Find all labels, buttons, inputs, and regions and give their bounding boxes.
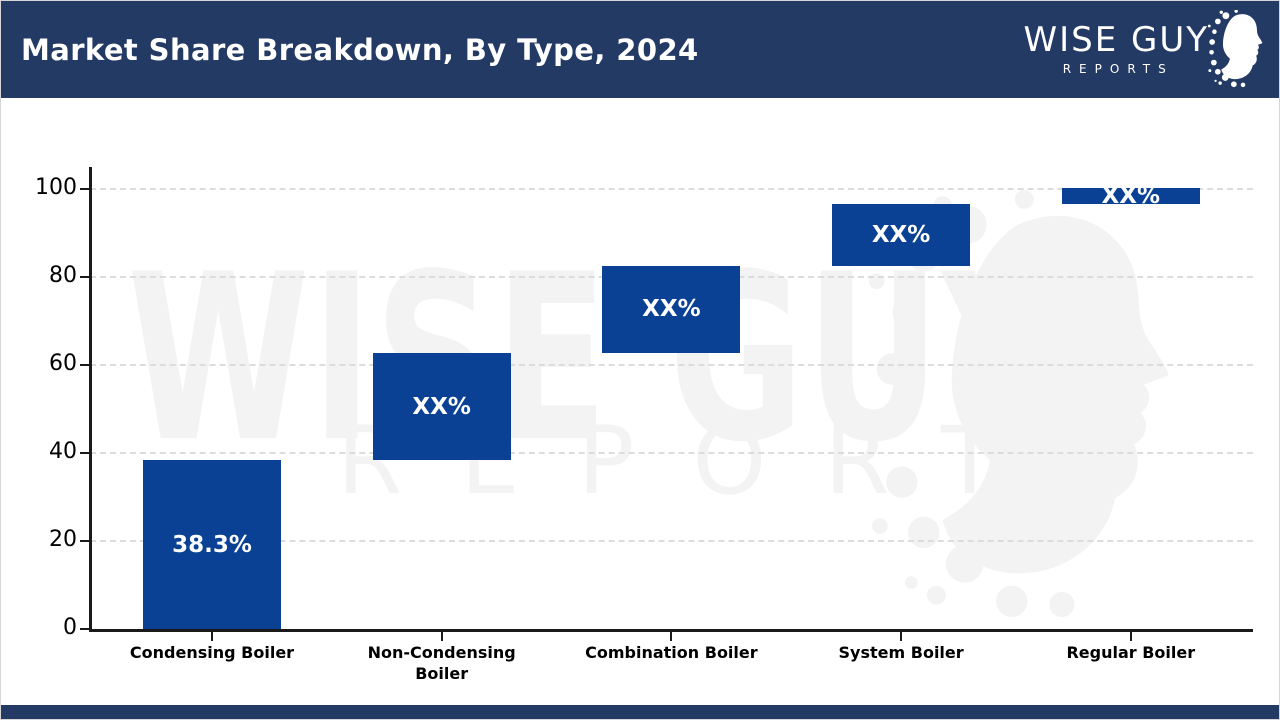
y-tickmark-80 (80, 276, 89, 278)
y-tick-label-60: 60 (49, 351, 77, 376)
bar-value-label-condensing-boiler: 38.3% (172, 531, 252, 558)
bar-condensing-boiler: 38.3% (143, 460, 281, 629)
x-tickmark-regular-boiler (1129, 632, 1132, 641)
logo-wordmark: WISE GUY (1023, 20, 1209, 60)
x-axis-label-non-condensing-boiler: Non-Condensing Boiler (367, 643, 516, 683)
gridline-40 (90, 452, 1253, 454)
header: Market Share Breakdown, By Type, 2024 WI… (1, 1, 1279, 98)
x-tickmark-combination-boiler (670, 632, 673, 641)
y-tickmark-40 (80, 452, 89, 454)
x-tickmark-system-boiler (900, 632, 903, 641)
x-tickmark-non-condensing-boiler (440, 632, 443, 641)
gridline-20 (90, 540, 1253, 542)
x-axis-line (89, 629, 1253, 632)
wiseguy-logo: WISE GUY REPORTS (1023, 10, 1265, 90)
bar-value-label-non-condensing-boiler: XX% (412, 393, 471, 420)
bar-system-boiler: XX% (832, 203, 971, 266)
y-tick-label-20: 20 (49, 527, 77, 552)
y-tickmark-60 (80, 364, 89, 366)
x-axis-label-condensing-boiler: Condensing Boiler (129, 643, 295, 662)
y-tickmark-20 (80, 540, 89, 542)
logo-text: WISE GUY REPORTS (1023, 23, 1209, 76)
bar-value-label-system-boiler: XX% (871, 221, 931, 248)
bar-value-label-regular-boiler: XX% (1101, 183, 1161, 210)
wiseguy-face-icon (1205, 10, 1265, 90)
gridline-60 (90, 364, 1253, 366)
page-title: Market Share Breakdown, By Type, 2024 (21, 32, 699, 67)
y-tick-label-40: 40 (49, 439, 77, 464)
y-tick-label-100: 100 (35, 175, 77, 200)
x-axis-label-regular-boiler: Regular Boiler (1066, 643, 1196, 662)
footer-bar (1, 705, 1279, 719)
y-tick-label-80: 80 (49, 263, 77, 288)
x-axis-label-combination-boiler: Combination Boiler (585, 643, 758, 662)
y-axis-line (89, 167, 92, 632)
gridline-100 (90, 188, 1253, 190)
y-tickmark-100 (80, 188, 89, 190)
y-tick-label-0: 0 (63, 615, 77, 640)
bar-regular-boiler: XX% (1061, 183, 1200, 209)
y-tickmark-0 (80, 628, 89, 630)
bar-value-label-combination-boiler: XX% (642, 296, 701, 323)
watermark-wordmark: WISE GUY (127, 226, 1064, 493)
logo-subtitle: REPORTS (1062, 62, 1174, 76)
bar-non-condensing-boiler: XX% (372, 352, 511, 461)
bar-combination-boiler: XX% (602, 265, 741, 353)
x-axis-label-system-boiler: System Boiler (838, 643, 964, 662)
x-tickmark-condensing-boiler (211, 632, 213, 641)
